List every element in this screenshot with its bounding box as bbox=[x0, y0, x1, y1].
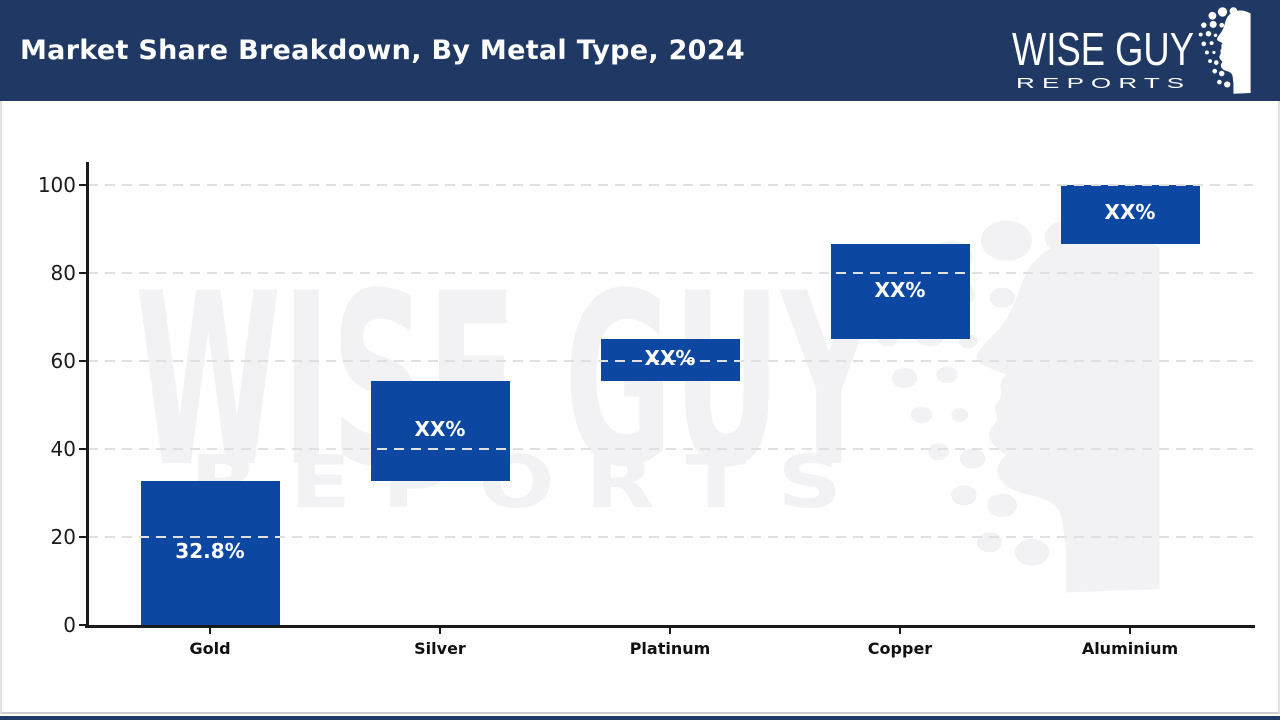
x-tick-mark bbox=[1128, 626, 1132, 634]
y-tick-mark bbox=[79, 623, 87, 627]
x-category-label: Copper bbox=[867, 639, 933, 658]
y-axis-line bbox=[86, 162, 89, 627]
y-tick-label: 40 bbox=[50, 437, 76, 461]
y-tick-mark bbox=[79, 447, 87, 451]
x-tick-mark bbox=[668, 626, 672, 634]
x-tick-mark bbox=[208, 626, 212, 634]
x-category-label: Aluminium bbox=[1081, 639, 1179, 658]
y-tick-label: 80 bbox=[50, 261, 76, 285]
bar-value-label: XX% bbox=[644, 346, 696, 371]
x-tick-mark bbox=[438, 626, 442, 634]
logo-face-icon bbox=[1198, 6, 1251, 94]
logo-text-line1: WISE GUY bbox=[1012, 23, 1194, 75]
y-tick-mark bbox=[79, 359, 87, 363]
page-title: Market Share Breakdown, By Metal Type, 2… bbox=[20, 35, 745, 66]
x-category-label: Platinum bbox=[629, 639, 711, 658]
y-tick-label: 60 bbox=[50, 349, 76, 373]
bar-value-label: XX% bbox=[874, 277, 926, 302]
x-axis-line bbox=[85, 625, 1255, 628]
y-tick-mark bbox=[79, 183, 87, 187]
y-tick-mark bbox=[79, 535, 87, 539]
y-tick-label: 100 bbox=[37, 173, 76, 197]
gridline-60 bbox=[88, 359, 1253, 363]
bar-value-label: 32.8% bbox=[175, 538, 245, 563]
x-category-label: Silver bbox=[414, 639, 466, 658]
header-bar: Market Share Breakdown, By Metal Type, 2… bbox=[0, 0, 1280, 101]
y-tick-label: 0 bbox=[63, 613, 76, 637]
x-category-label: Gold bbox=[189, 639, 231, 658]
gridline-20 bbox=[88, 535, 1253, 539]
wise-guy-logo: WISE GUY R E P O R T S bbox=[1012, 6, 1251, 94]
gridline-40 bbox=[88, 447, 1253, 451]
footer-strip bbox=[0, 716, 1280, 720]
x-tick-mark bbox=[898, 626, 902, 634]
logo-text-line2: R E P O R T S bbox=[1016, 75, 1184, 92]
bar-value-label: XX% bbox=[1104, 200, 1156, 225]
y-tick-label: 20 bbox=[50, 525, 76, 549]
gridline-80 bbox=[88, 271, 1253, 275]
bar-silver bbox=[370, 380, 510, 481]
gridline-100 bbox=[88, 183, 1253, 187]
y-tick-mark bbox=[79, 271, 87, 275]
bar-value-label: XX% bbox=[414, 416, 466, 441]
bar-gold bbox=[140, 480, 280, 625]
